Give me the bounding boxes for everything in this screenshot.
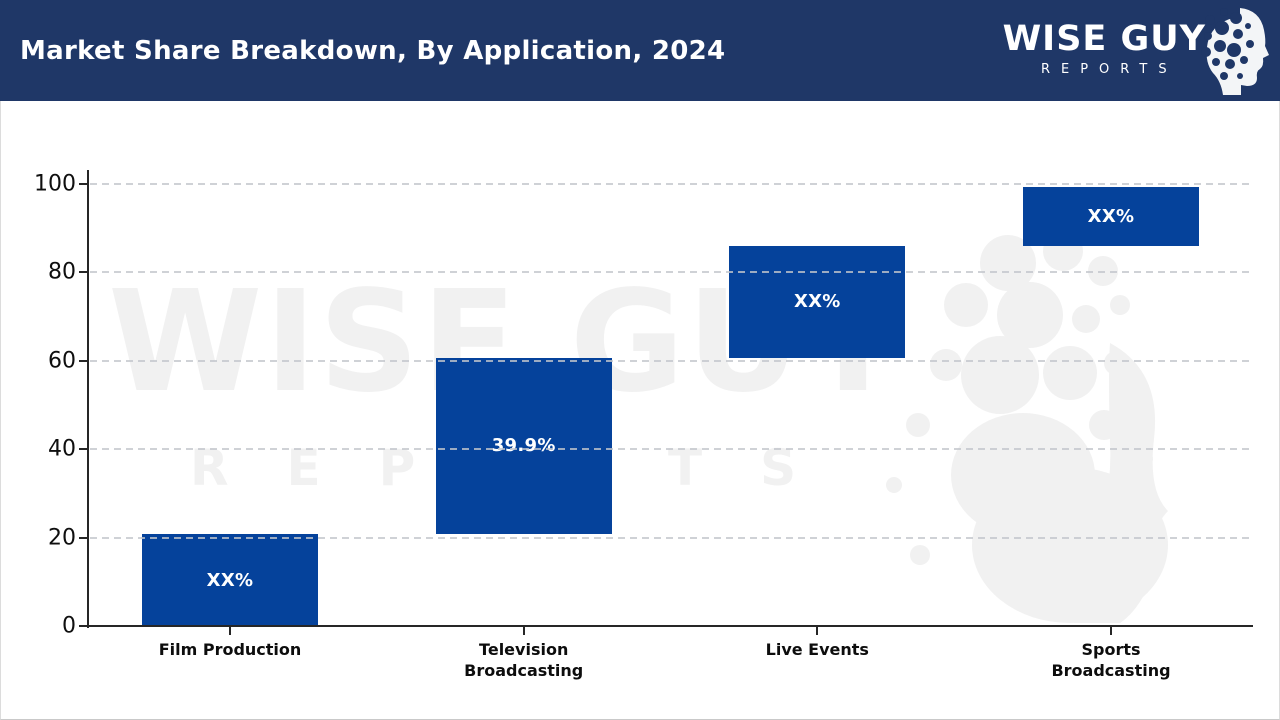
x-axis-spine [87, 625, 1253, 627]
y-tick-label-60: 60 [48, 348, 76, 374]
y-axis-spine [87, 170, 89, 628]
brand-subtitle: REPORTS [1040, 62, 1178, 77]
x-category-label-4: Sports Broadcasting [1051, 640, 1171, 680]
bar-segment-1: XX% [142, 534, 318, 626]
brand-name: WISE GUY [1002, 19, 1206, 59]
y-tick-label-0: 0 [62, 613, 76, 639]
y-tick-label-100: 100 [34, 171, 76, 197]
bar-value-label: XX% [206, 569, 254, 591]
x-tick-2 [522, 627, 525, 635]
bar-value-label: 39.9% [491, 435, 556, 457]
bar-value-label: XX% [1087, 205, 1135, 227]
y-tick-60 [79, 359, 88, 362]
x-tick-3 [816, 627, 819, 635]
y-tick-label-40: 40 [48, 436, 76, 462]
watermark-head-icon [886, 231, 1168, 623]
x-tick-1 [229, 627, 231, 635]
brand-logo: WISE GUY REPORTS [1003, 2, 1270, 100]
y-tick-40 [79, 448, 88, 451]
x-category-label-3: Live Events [765, 640, 869, 659]
gridline-60 [90, 359, 1253, 362]
x-category-label-1: Film Production [158, 640, 302, 659]
y-tick-label-20: 20 [48, 525, 76, 551]
gridline-80 [90, 271, 1253, 274]
y-tick-80 [79, 271, 88, 274]
x-category-label-2: Television Broadcasting [464, 640, 584, 680]
y-tick-20 [79, 536, 88, 539]
y-tick-100 [79, 183, 88, 185]
page-title: Market Share Breakdown, By Application, … [20, 35, 726, 66]
bar-segment-4: XX% [1023, 186, 1199, 246]
bar-segment-3: XX% [729, 245, 906, 358]
gridline-100 [90, 183, 1253, 185]
wiseguy-head-icon [1196, 2, 1270, 100]
y-tick-0 [79, 625, 88, 627]
y-tick-label-80: 80 [48, 259, 76, 285]
header-band: Market Share Breakdown, By Application, … [0, 0, 1280, 101]
gridline-40 [90, 448, 1253, 451]
bar-value-label: XX% [793, 291, 841, 313]
gridline-20 [90, 536, 1253, 539]
bar-segment-2: 39.9% [435, 357, 612, 535]
x-tick-4 [1110, 627, 1112, 635]
brand-logo-text: WISE GUY REPORTS [1002, 19, 1206, 78]
